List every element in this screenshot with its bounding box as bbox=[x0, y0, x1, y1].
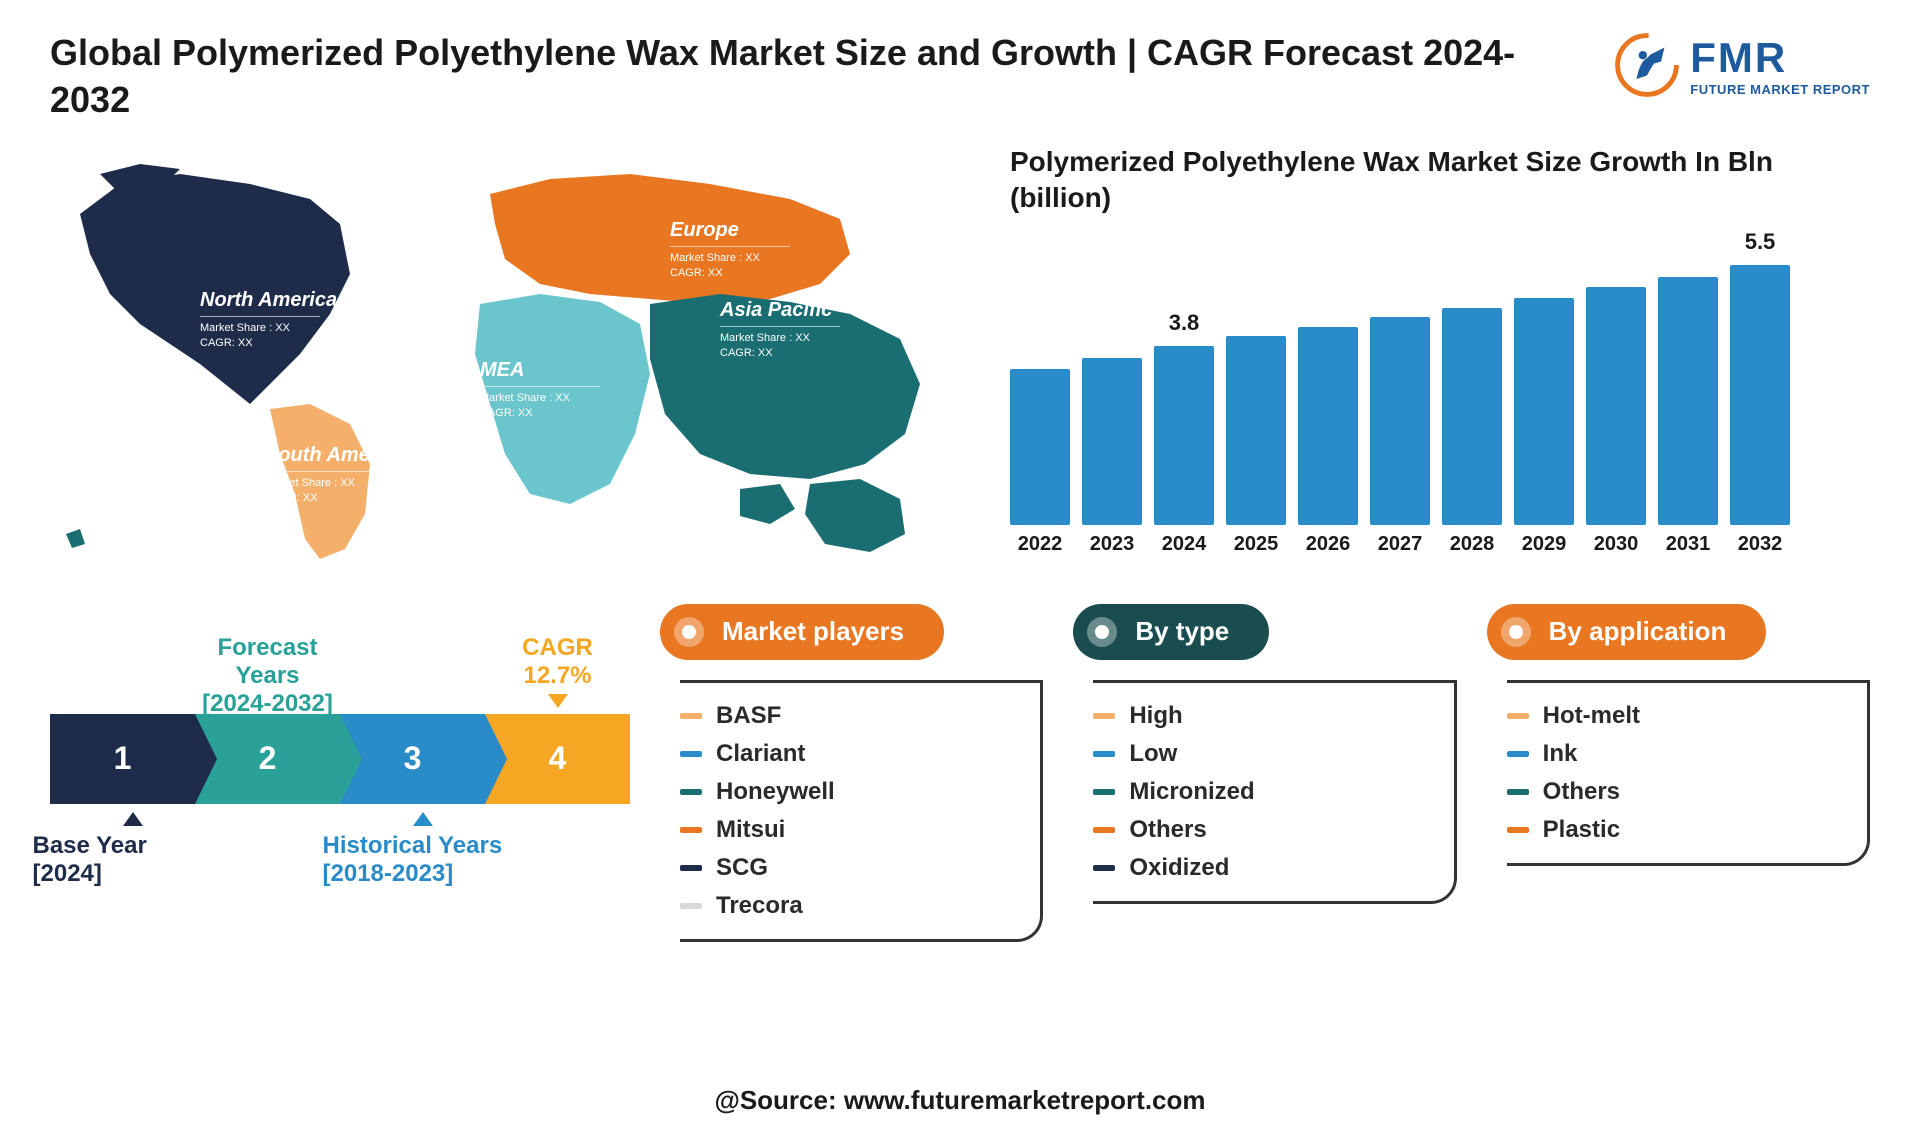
category-list: HighLowMicronizedOthersOxidized bbox=[1093, 680, 1456, 904]
category-list: Hot-meltInkOthersPlastic bbox=[1507, 680, 1870, 866]
list-item: Others bbox=[1507, 773, 1847, 811]
fmr-logo-icon bbox=[1612, 30, 1682, 100]
category-header: Market players bbox=[660, 604, 944, 660]
list-item: Plastic bbox=[1507, 811, 1847, 849]
bar-2022: 2022 bbox=[1010, 333, 1070, 556]
logo-main-text: FMR bbox=[1690, 34, 1870, 82]
region-label-south-america: South AmericaMarket Share : XXCAGR: XX bbox=[265, 444, 405, 507]
list-item: Others bbox=[1093, 811, 1433, 849]
bar-2026: 2026 bbox=[1298, 291, 1358, 557]
bar-2032: 5.5 2032 bbox=[1730, 229, 1790, 556]
fmr-logo: FMR FUTURE MARKET REPORT bbox=[1612, 30, 1870, 100]
logo-sub-text: FUTURE MARKET REPORT bbox=[1690, 82, 1870, 97]
category-by-application: By application Hot-meltInkOthersPlastic bbox=[1487, 604, 1870, 942]
region-label-north-america: North AmericaMarket Share : XXCAGR: XX bbox=[200, 289, 337, 352]
list-item: Low bbox=[1093, 735, 1433, 773]
list-item: Ink bbox=[1507, 735, 1847, 773]
list-item: SCG bbox=[680, 849, 1020, 887]
region-label-europe: EuropeMarket Share : XXCAGR: XX bbox=[670, 219, 790, 282]
list-item: High bbox=[1093, 697, 1433, 735]
list-item: Oxidized bbox=[1093, 849, 1433, 887]
list-item: Hot-melt bbox=[1507, 697, 1847, 735]
timeline-label-cagr: CAGR12.7% bbox=[478, 634, 638, 708]
source-attribution: @Source: www.futuremarketreport.com bbox=[714, 1085, 1205, 1116]
list-item: Trecora bbox=[680, 887, 1020, 925]
bar-2031: 2031 bbox=[1658, 241, 1718, 556]
region-label-asia-pacific: Asia PacificMarket Share : XXCAGR: XX bbox=[720, 299, 840, 362]
bar-2023: 2023 bbox=[1082, 322, 1142, 557]
bar-2028: 2028 bbox=[1442, 272, 1502, 556]
list-item: Mitsui bbox=[680, 811, 1020, 849]
bar-2029: 2029 bbox=[1514, 262, 1574, 556]
bar-2025: 2025 bbox=[1226, 300, 1286, 556]
category-market-players: Market players BASFClariantHoneywellMitsu… bbox=[660, 604, 1043, 942]
bar-2030: 2030 bbox=[1586, 251, 1646, 557]
category-header: By application bbox=[1487, 604, 1767, 660]
list-item: Clariant bbox=[680, 735, 1020, 773]
category-by-type: By type HighLowMicronizedOthersOxidized bbox=[1073, 604, 1456, 942]
bar-chart: 2022 20233.8 2024 2025 2026 2027 2028 20… bbox=[1010, 236, 1870, 556]
timeline-label-hist: Historical Years[2018-2023] bbox=[323, 812, 523, 888]
timeline-label-base: Base Year[2024] bbox=[33, 812, 233, 888]
category-list: BASFClariantHoneywellMitsuiSCGTrecora bbox=[680, 680, 1043, 942]
timeline: Forecast Years[2024-2032]CAGR12.7% 1234 … bbox=[50, 604, 630, 922]
list-item: BASF bbox=[680, 697, 1020, 735]
timeline-seg-1: 1 bbox=[50, 714, 195, 804]
world-map: North AmericaMarket Share : XXCAGR: XX So… bbox=[50, 144, 950, 564]
list-item: Micronized bbox=[1093, 773, 1433, 811]
list-item: Honeywell bbox=[680, 773, 1020, 811]
bar-chart-title: Polymerized Polyethylene Wax Market Size… bbox=[1010, 144, 1870, 217]
bar-2024: 3.8 2024 bbox=[1154, 310, 1214, 557]
category-header: By type bbox=[1073, 604, 1269, 660]
region-label-mea: MEAMarket Share : XXCAGR: XX bbox=[480, 359, 600, 422]
bar-2027: 2027 bbox=[1370, 281, 1430, 556]
page-title: Global Polymerized Polyethylene Wax Mark… bbox=[50, 30, 1550, 124]
